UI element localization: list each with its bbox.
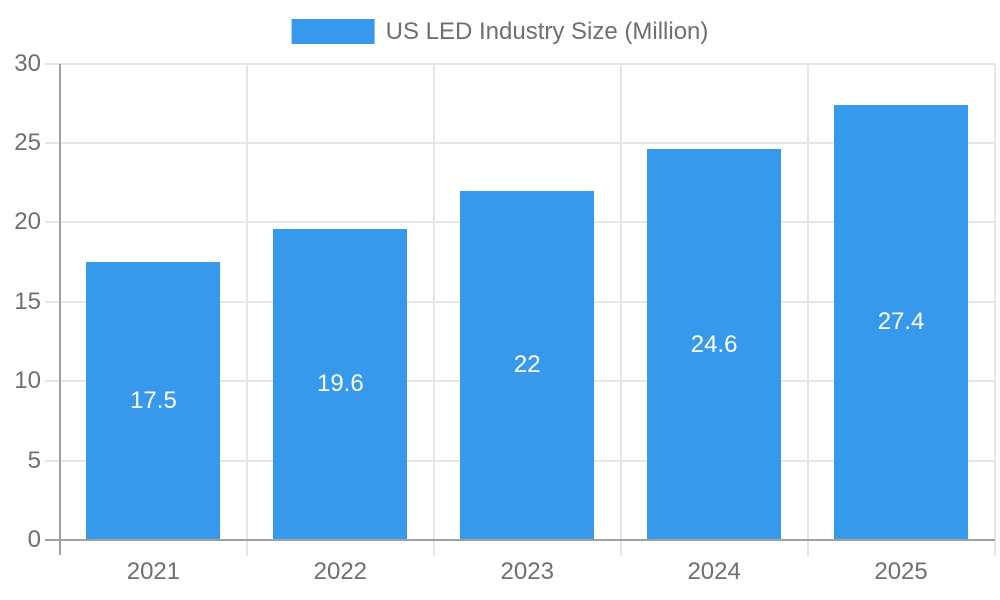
bar[interactable] — [834, 104, 969, 540]
y-tick-label: 5 — [27, 446, 41, 474]
y-tick-label: 10 — [14, 367, 41, 395]
bar[interactable] — [460, 190, 595, 540]
bar[interactable] — [86, 262, 221, 540]
y-tick-label: 0 — [27, 526, 41, 553]
legend[interactable]: US LED Industry Size (Million) — [291, 18, 709, 45]
gridline-vertical — [993, 63, 996, 556]
bar[interactable] — [273, 228, 408, 540]
x-tick-label: 2023 — [500, 558, 554, 585]
gridline-vertical — [806, 63, 809, 556]
gridline-vertical — [619, 63, 622, 556]
x-axis-line — [45, 539, 995, 541]
y-tick-label: 20 — [14, 208, 41, 236]
x-tick-label: 2024 — [687, 558, 741, 585]
bar-value-label: 19.6 — [316, 370, 364, 398]
y-tick-label: 30 — [14, 49, 41, 77]
legend-label: US LED Industry Size (Million) — [385, 18, 709, 45]
x-tick-label: 2022 — [313, 558, 368, 585]
bar-value-label: 24.6 — [690, 330, 738, 358]
x-tick-label: 2021 — [126, 558, 181, 585]
x-tick-label: 2025 — [874, 558, 928, 585]
gridline-horizontal — [45, 141, 995, 144]
bar-value-label: 22 — [513, 351, 541, 379]
bar-value-label: 27.4 — [877, 308, 925, 336]
gridline-horizontal — [45, 62, 995, 65]
y-tick-label: 25 — [14, 128, 41, 156]
legend-swatch-icon — [291, 19, 375, 44]
bar[interactable] — [647, 149, 782, 540]
y-tick-label: 15 — [14, 287, 41, 315]
gridline-vertical — [432, 63, 435, 556]
y-axis-line — [59, 63, 61, 555]
gridline-vertical — [245, 63, 248, 556]
bar-value-label: 17.5 — [130, 387, 177, 414]
